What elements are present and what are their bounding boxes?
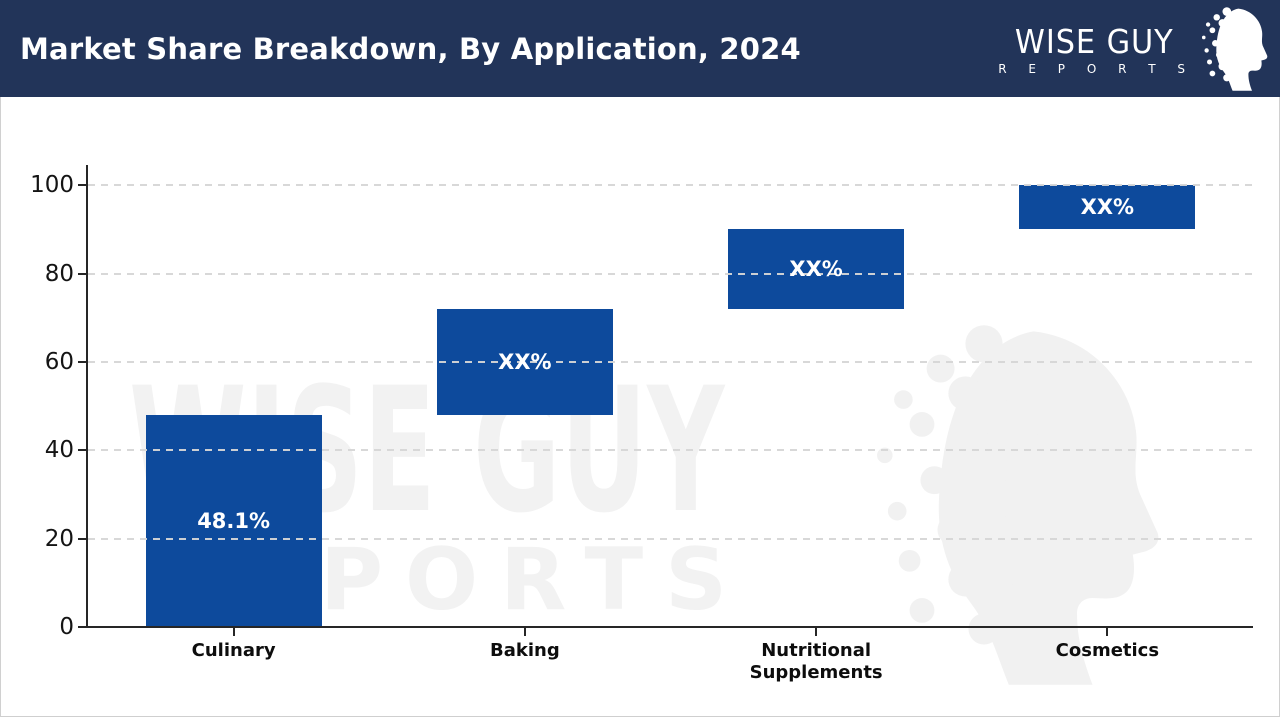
y-tick-label: 80 (44, 260, 74, 287)
title-bar: Market Share Breakdown, By Application, … (0, 0, 1280, 97)
x-tick (232, 628, 235, 636)
bottom-divider (0, 716, 1280, 717)
y-tick-label: 20 (44, 525, 74, 552)
x-tick (815, 628, 818, 636)
y-tick (78, 184, 86, 187)
y-tick (78, 537, 86, 540)
y-tick (78, 626, 86, 628)
gridline (88, 272, 1253, 275)
bar-value-label: XX% (498, 349, 552, 374)
y-tick (78, 449, 86, 452)
brand-subtitle: R E P O R T S (998, 62, 1194, 76)
x-tick-label: Nutritional Supplements (749, 640, 883, 683)
bar-value-label: XX% (1080, 195, 1135, 220)
gridline (88, 449, 1253, 452)
y-tick-label: 0 (59, 614, 74, 640)
bar-value-label: XX% (789, 257, 843, 282)
x-tick-label: Baking (490, 640, 560, 661)
brand-logo-text: WISE GUY R E P O R T S (994, 22, 1194, 76)
brand-logo: WISE GUY R E P O R T S (994, 4, 1270, 94)
bar-value-label: 48.1% (197, 508, 271, 533)
y-tick-label: 100 (30, 172, 74, 199)
page-title: Market Share Breakdown, By Application, … (20, 31, 801, 66)
x-tick-label: Culinary (191, 640, 276, 661)
x-tick (1106, 628, 1109, 636)
x-axis-line (86, 626, 1253, 628)
dotted-head-profile-icon (1201, 7, 1268, 91)
x-tick (523, 628, 526, 636)
gridline (88, 537, 1253, 540)
y-axis-line (86, 165, 88, 628)
y-tick-label: 60 (44, 348, 74, 375)
gridline (88, 184, 1253, 187)
bar-cosmetics (1019, 185, 1196, 230)
bar-nutritional-supplements (728, 229, 905, 309)
brand-name: WISE GUY (1014, 22, 1174, 61)
y-tick (78, 272, 86, 275)
y-tick-label: 40 (44, 437, 74, 464)
x-tick-label: Cosmetics (1055, 640, 1160, 661)
y-tick (78, 360, 86, 363)
gridline (88, 360, 1253, 363)
